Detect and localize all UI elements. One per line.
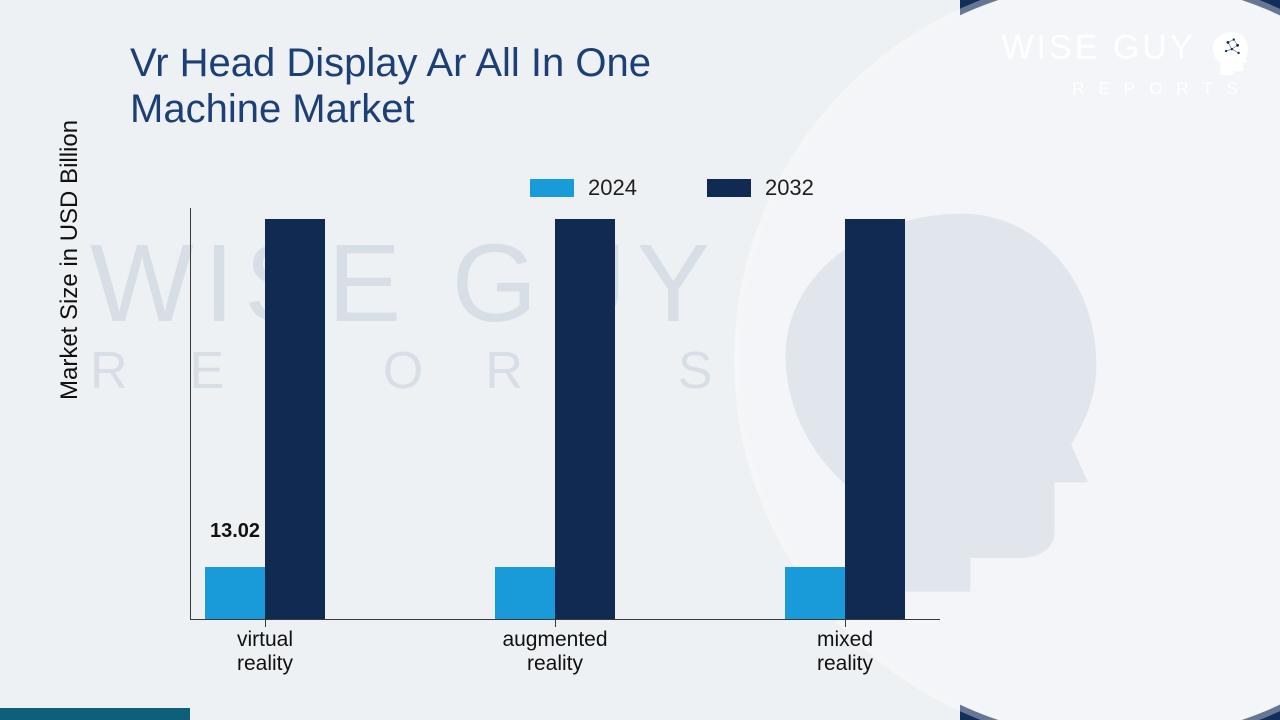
legend: 2024 2032 (530, 175, 814, 201)
bar (555, 219, 615, 619)
x-tick (265, 620, 266, 627)
x-tick (845, 620, 846, 627)
bar (265, 219, 325, 619)
bar (785, 567, 845, 619)
bottom-accent-bar (0, 708, 190, 720)
category-label: virtualreality (185, 628, 345, 676)
brand-line2: REPORTS (1002, 79, 1252, 99)
legend-item-2032: 2032 (707, 175, 814, 201)
x-tick (555, 620, 556, 627)
bar-value-label: 13.02 (210, 520, 260, 543)
y-axis-label: Market Size in USD Billion (56, 120, 84, 400)
chart-title: Vr Head Display Ar All In One Machine Ma… (130, 40, 750, 132)
brand-logo: WISE GUY REPORTS (1002, 28, 1252, 99)
brand-head-icon (1204, 28, 1252, 81)
bar (205, 567, 265, 619)
y-axis-line (190, 208, 191, 620)
brand-line1: WISE GUY (1002, 29, 1196, 67)
bar (495, 567, 555, 619)
x-axis-line (190, 619, 940, 620)
legend-swatch-2032 (707, 179, 751, 197)
legend-label-2024: 2024 (588, 175, 637, 201)
bar (845, 219, 905, 619)
legend-swatch-2024 (530, 179, 574, 197)
plot-area: virtualrealityaugmentedrealitymixedreali… (170, 220, 940, 620)
legend-item-2024: 2024 (530, 175, 637, 201)
chart-stage: WISE GUY REPORTS WISE GUY (0, 0, 1280, 720)
legend-label-2032: 2032 (765, 175, 814, 201)
category-label: mixedreality (765, 628, 925, 676)
category-label: augmentedreality (475, 628, 635, 676)
